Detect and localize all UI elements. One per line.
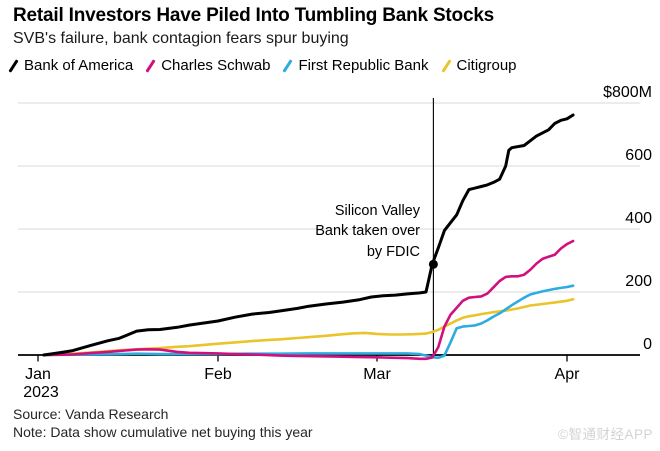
x-tick-label: Apr [555,366,581,383]
y-tick-label: 400 [625,210,652,227]
series-line-first-republic-bank [42,284,575,360]
x-tick-label: Feb [204,366,232,383]
event-dot [428,259,438,269]
y-tick-label: 0 [643,336,652,353]
legend-slash-icon [282,58,294,73]
x-tick-label: Jan [25,366,51,383]
chart-subtitle: SVB's failure, bank contagion fears spur… [13,30,349,47]
y-tick-label: 200 [625,273,652,290]
event-annotation-line: Silicon Valley [334,203,420,219]
legend-item-charles-schwab: Charles Schwab [145,57,271,74]
legend-item-first-republic-bank: First Republic Bank [282,57,429,74]
x-tick-sublabel: 2023 [23,384,59,401]
x-tick-label: Mar [363,366,391,383]
chart-legend: Bank of America Charles Schwab First Repub… [8,57,533,74]
legend-label: Bank of America [24,57,134,74]
legend-label: Citigroup [456,57,517,74]
legend-item-citigroup: Citigroup [440,57,517,74]
legend-label: Charles Schwab [161,57,271,74]
y-tick-label: 600 [625,147,652,164]
legend-label: First Republic Bank [298,57,429,74]
legend-slash-icon [440,58,452,73]
chart-title: Retail Investors Have Piled Into Tumblin… [13,5,495,26]
event-annotation: Silicon Valley Bank taken over by FDIC [315,201,420,262]
series-line-bank-of-america [42,113,575,357]
y-tick-label: $800M [603,84,652,101]
event-annotation-line: by FDIC [366,243,420,260]
series-line-charles-schwab [42,239,575,361]
watermark: ©智通财经APP [558,427,653,442]
note-line: Note: Data show cumulative net buying th… [13,424,313,440]
legend-slash-icon [145,58,156,73]
event-annotation-line: Bank taken over [315,223,420,240]
source-line: Source: Vanda Research [13,406,169,422]
legend-item-bank-of-america: Bank of America [8,57,134,74]
